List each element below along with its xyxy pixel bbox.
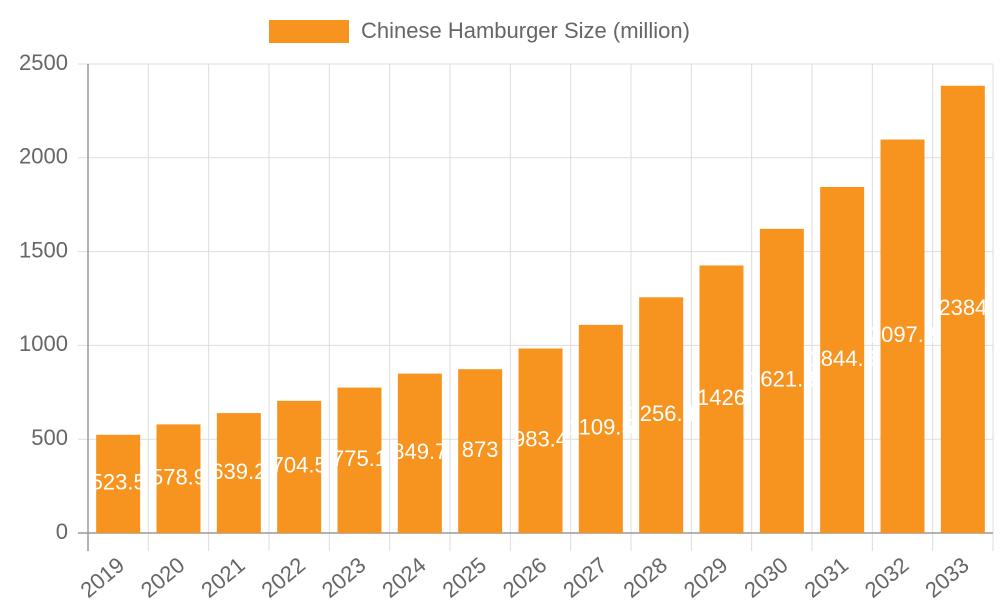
y-tick-label: 500 [31,425,68,450]
x-tick-label: 2033 [920,552,974,600]
bar [397,373,442,533]
y-tick-label: 1000 [19,331,68,356]
x-tick-label: 2027 [558,552,612,600]
data-label: 2097.3 [869,322,936,347]
bar [216,413,261,533]
bar [277,400,322,533]
legend-label: Chinese Hamburger Size (million) [361,18,690,43]
data-label: 1426 [697,385,746,410]
x-tick-label: 2026 [498,552,552,600]
bar [880,139,925,534]
data-label: 849.7 [392,439,447,464]
bar [940,85,985,533]
data-label: 775.1 [332,446,387,471]
data-label: 1109.5 [568,415,634,440]
x-tick-label: 2025 [438,552,492,600]
bar [759,228,804,533]
bar [699,265,744,533]
x-tick-label: 2024 [377,552,431,600]
data-label: 639.2 [211,459,266,484]
data-label: 983.4 [513,427,568,452]
y-tick-label: 2000 [19,144,68,169]
x-tick-label: 2029 [679,552,733,600]
x-tick-label: 2030 [739,552,793,600]
data-label: 704.5 [272,453,327,478]
x-tick-label: 2032 [860,552,914,600]
x-tick-label: 2021 [196,552,250,600]
bar [337,387,382,533]
y-tick-label: 0 [56,519,68,544]
bar [578,324,623,533]
x-tick-label: 2031 [800,552,854,600]
x-tick-label: 2019 [76,552,130,600]
bar [518,348,563,533]
y-tick-label: 2500 [19,50,68,75]
bar [458,369,503,533]
y-tick-label: 1500 [19,237,68,262]
data-label: 873 [462,437,499,462]
bar [820,186,865,533]
legend-swatch [269,20,349,43]
x-tick-label: 2028 [619,552,673,600]
data-label: 1844.6 [809,346,876,371]
data-label: 1256.4 [628,401,695,426]
bar [96,434,141,533]
data-label: 523.5 [91,470,146,495]
bar [639,297,684,533]
x-tick-label: 2020 [136,552,190,600]
x-tick-label: 2022 [257,552,311,600]
data-label: 1621.3 [748,367,815,392]
x-tick-label: 2023 [317,552,371,600]
data-label: 2384 [938,295,987,320]
bar [156,424,201,533]
data-label: 578.9 [151,465,206,490]
